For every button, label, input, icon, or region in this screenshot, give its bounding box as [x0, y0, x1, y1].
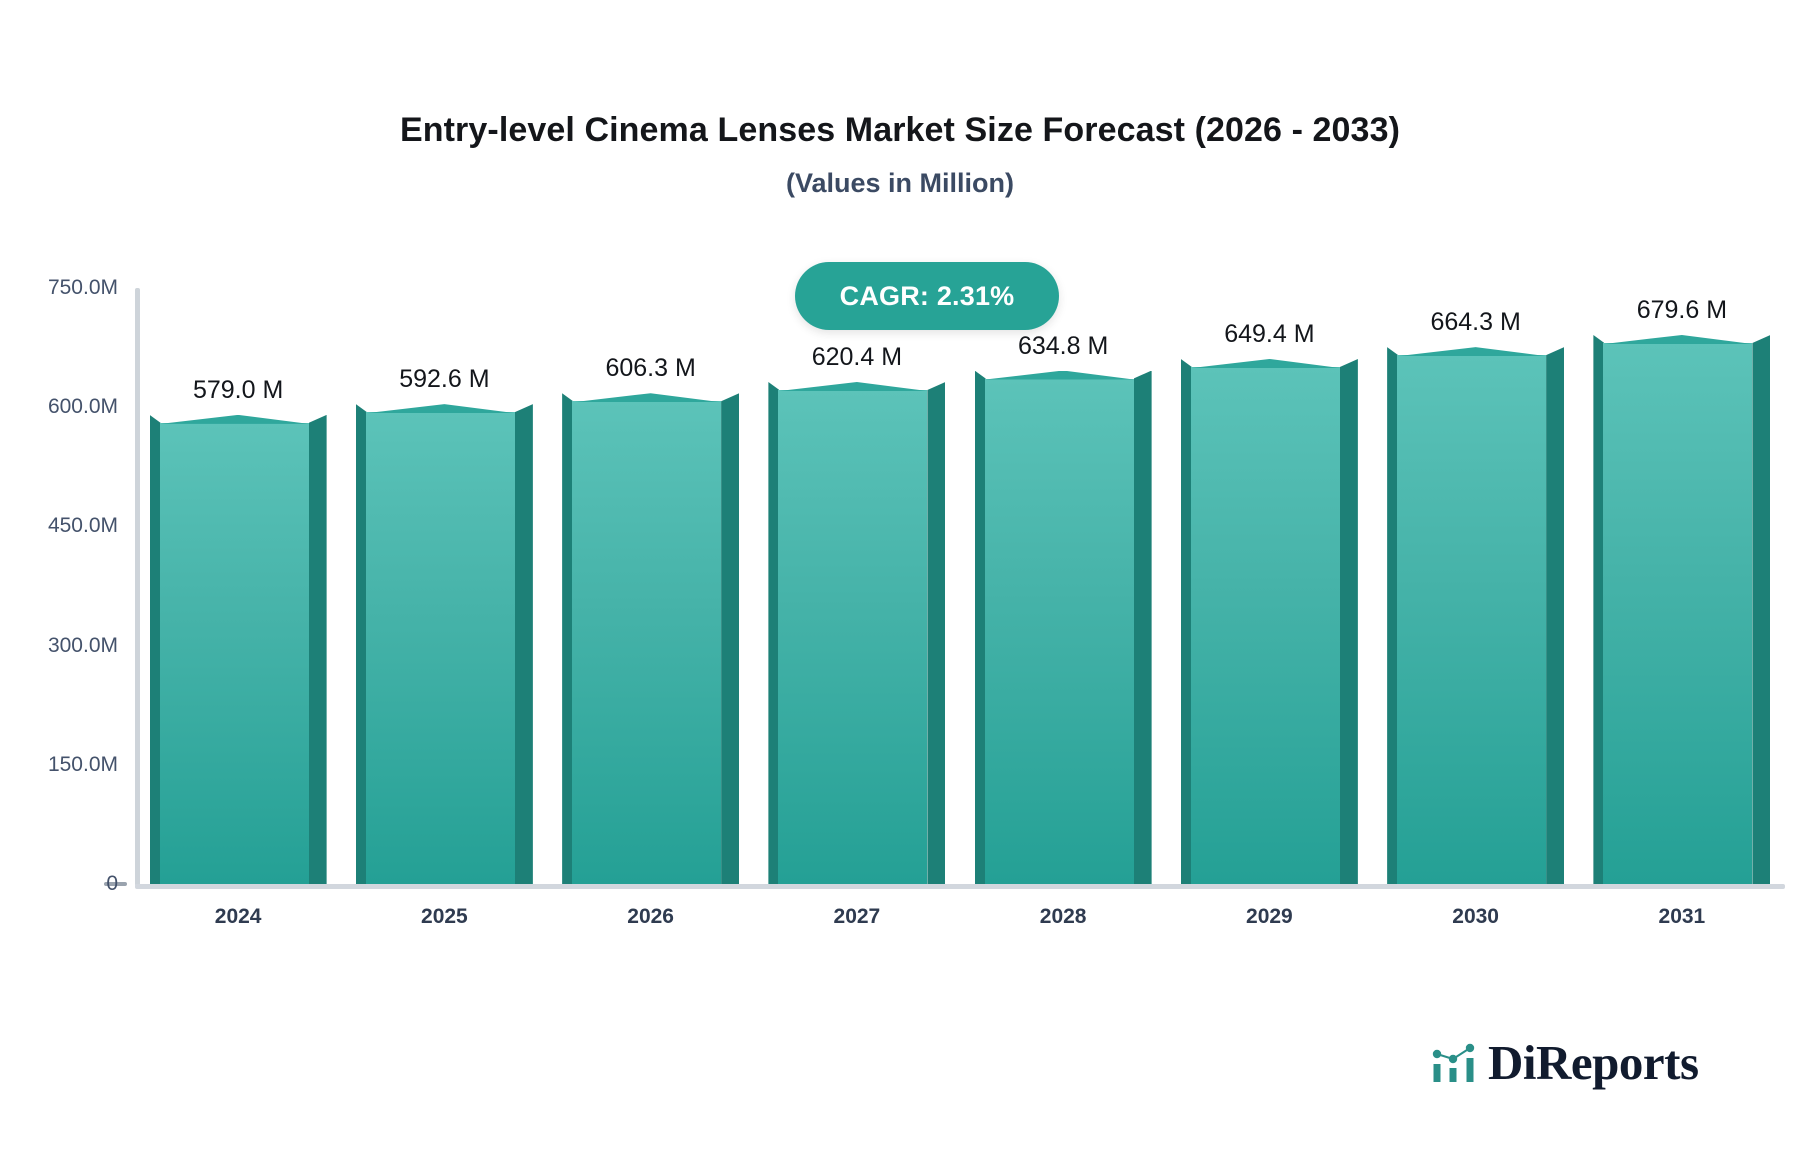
bar[interactable] — [1387, 347, 1565, 884]
bar-side-left — [974, 370, 986, 884]
bar-side-left — [768, 382, 780, 884]
cagr-badge: CAGR: 2.31% — [795, 262, 1059, 330]
bar[interactable] — [1593, 334, 1771, 884]
bar[interactable] — [1180, 358, 1358, 884]
x-axis-tick-label: 2029 — [1246, 905, 1293, 928]
bar-group: 592.6 M 2025 — [355, 0, 533, 1156]
x-axis-line — [135, 884, 1785, 889]
bar-top-face — [562, 393, 739, 402]
bar-side-right — [927, 382, 946, 884]
bar[interactable] — [768, 382, 946, 884]
bar-side-right — [514, 404, 533, 884]
bar-side-left — [149, 414, 161, 884]
bar-group: 606.3 M 2026 — [562, 0, 740, 1156]
y-axis-tick-label: 450.0M — [47, 514, 118, 538]
y-axis-zero-tick — [104, 882, 127, 886]
bar-value-label: 679.6 M — [1636, 295, 1728, 324]
y-axis-line — [135, 288, 140, 886]
y-axis-tick-label: 150.0M — [47, 752, 118, 776]
bar-front-face — [572, 401, 722, 884]
cagr-badge-label: CAGR: 2.31% — [839, 280, 1015, 311]
bar-front-face — [159, 422, 309, 884]
bar-top-face — [1387, 347, 1564, 356]
logo-text: DiReports — [1488, 1035, 1699, 1090]
bar[interactable] — [562, 393, 740, 884]
chart-subtitle: (Values in Million) — [785, 168, 1015, 199]
bar-side-right — [1752, 334, 1771, 884]
bar-front-face — [365, 412, 515, 884]
bar-front-face — [1397, 355, 1547, 884]
y-axis-tick-label: 0 — [106, 872, 118, 895]
title-block: Entry-level Cinema Lenses Market Size Fo… — [0, 111, 1800, 199]
bar-side-right — [1339, 358, 1358, 884]
bar-group: 679.6 M 2031 — [1593, 0, 1771, 1156]
bar-chart-icon — [1432, 1043, 1475, 1082]
bar-side-left — [1387, 347, 1399, 884]
bar-side-right — [721, 393, 740, 884]
bar-value-label: 606.3 M — [605, 354, 696, 383]
bar-value-label: 649.4 M — [1224, 319, 1315, 348]
bar-top-face — [1181, 359, 1358, 368]
bar-group: 649.4 M 2029 — [1180, 0, 1358, 1156]
bar-value-label: 634.8 M — [1017, 331, 1109, 360]
x-axis-tick-label: 2026 — [627, 905, 674, 928]
bar-top-face — [150, 415, 327, 424]
direports-logo: DiReports — [1432, 1038, 1699, 1087]
bar-front-face — [1603, 342, 1753, 884]
x-axis-tick-label: 2024 — [214, 905, 262, 928]
bar-front-face — [778, 390, 928, 884]
bar-value-label: 579.0 M — [192, 375, 284, 404]
bar-value-label: 592.6 M — [399, 365, 490, 394]
bar-group: 579.0 M 2024 — [149, 0, 327, 1156]
bar-group: 664.3 M 2030 — [1387, 0, 1565, 1156]
x-axis-tick-label: 2027 — [833, 905, 881, 928]
bar-top-face — [1593, 335, 1770, 344]
bars-layer: 579.0 M 2024 592.6 M 2025 606.3 M 2026 620.4 M… — [135, 0, 1785, 1156]
bar-group: 634.8 M 2028 — [974, 0, 1152, 1156]
bar-front-face — [1190, 366, 1340, 884]
y-axis-tick-label: 600.0M — [47, 395, 118, 419]
bar-top-face — [768, 382, 945, 391]
y-axis-tick-label: 300.0M — [47, 633, 118, 657]
bar-front-face — [984, 378, 1134, 884]
x-axis-tick-label: 2025 — [421, 905, 468, 928]
bar-side-right — [1133, 370, 1152, 884]
bar-side-left — [562, 393, 574, 884]
bar-side-right — [1546, 347, 1565, 884]
bar-side-left — [1180, 358, 1192, 884]
bar-side-right — [308, 414, 327, 884]
bar[interactable] — [149, 414, 327, 884]
bar-top-face — [975, 371, 1152, 380]
bar[interactable] — [974, 370, 1152, 884]
bar-group: 620.4 M 2027 — [768, 0, 946, 1156]
bar-top-face — [356, 404, 533, 413]
bar-value-label: 664.3 M — [1430, 308, 1521, 337]
x-axis-tick-label: 2031 — [1658, 905, 1706, 928]
y-axis-tick-label: 750.0M — [47, 276, 118, 299]
bar-side-left — [1593, 334, 1605, 884]
page-title: Entry-level Cinema Lenses Market Size Fo… — [399, 111, 1401, 149]
x-axis-tick-label: 2030 — [1452, 905, 1499, 928]
bar-side-left — [355, 404, 367, 884]
x-axis-tick-label: 2028 — [1039, 905, 1087, 928]
y-axis-labels: 750.0M 600.0M 450.0M 300.0M 150.0M 0 — [0, 0, 118, 1156]
bar-value-label: 620.4 M — [811, 342, 903, 371]
bar[interactable] — [355, 404, 533, 884]
